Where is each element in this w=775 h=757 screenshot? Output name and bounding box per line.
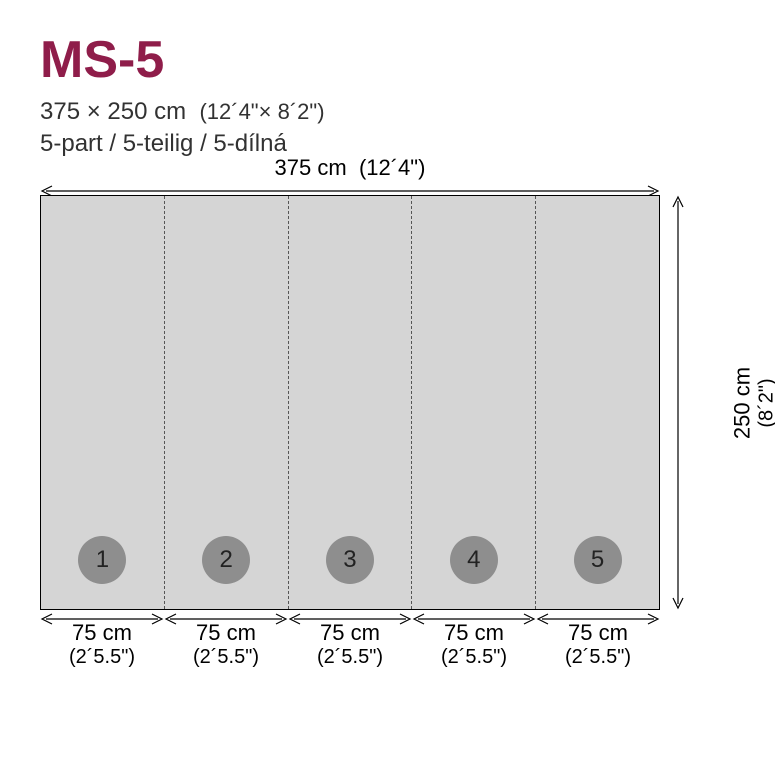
width-cm: 375 cm: [275, 155, 347, 180]
panel-grid: 1 2 3 4 5: [40, 195, 660, 610]
panel-width-cm: 75 cm: [164, 620, 288, 646]
width-dimension-label: 375 cm (12´4"): [40, 155, 660, 181]
parts-line: 5-part / 5-teilig / 5-dílná: [40, 130, 735, 158]
panel: 4: [412, 196, 536, 609]
panel: 2: [165, 196, 289, 609]
panel-width-cm: 75 cm: [288, 620, 412, 646]
diagram-area: 375 cm (12´4") 12345 250 cm (8´2"): [40, 195, 735, 715]
height-imp: (8´2"): [756, 366, 775, 438]
product-title: MS-5: [40, 30, 735, 90]
height-cm: 250 cm: [730, 366, 755, 438]
panel-width-label: 75 cm(2´5.5"): [288, 620, 412, 669]
panel: 5: [536, 196, 659, 609]
panel: 1: [41, 196, 165, 609]
panel-number-badge: 3: [326, 536, 374, 584]
panel-number-badge: 5: [574, 536, 622, 584]
dims-imperial: (12´4"× 8´2"): [199, 99, 324, 124]
panel-width-imp: (2´5.5"): [288, 646, 412, 669]
width-imp: (12´4"): [359, 155, 426, 180]
panel-width-cm: 75 cm: [412, 620, 536, 646]
panel-width-labels: 75 cm(2´5.5")75 cm(2´5.5")75 cm(2´5.5")7…: [40, 620, 660, 669]
panel-width-label: 75 cm(2´5.5"): [164, 620, 288, 669]
height-dimension-label: 250 cm (8´2"): [700, 195, 760, 610]
dimensions-line: 375 × 250 cm (12´4"× 8´2"): [40, 98, 735, 126]
height-dimension-arrow: [672, 195, 684, 610]
panel-number-badge: 2: [202, 536, 250, 584]
page-container: MS-5 375 × 250 cm (12´4"× 8´2") 5-part /…: [0, 0, 775, 757]
panel: 3: [289, 196, 413, 609]
panel-width-label: 75 cm(2´5.5"): [412, 620, 536, 669]
panel-width-cm: 75 cm: [536, 620, 660, 646]
panel-width-imp: (2´5.5"): [536, 646, 660, 669]
panel-number-badge: 1: [78, 536, 126, 584]
panel-width-imp: (2´5.5"): [412, 646, 536, 669]
panel-number-badge: 4: [450, 536, 498, 584]
dims-metric: 375 × 250 cm: [40, 98, 186, 125]
panel-width-label: 75 cm(2´5.5"): [40, 620, 164, 669]
panel-width-imp: (2´5.5"): [40, 646, 164, 669]
panel-width-label: 75 cm(2´5.5"): [536, 620, 660, 669]
panel-width-cm: 75 cm: [40, 620, 164, 646]
panel-width-imp: (2´5.5"): [164, 646, 288, 669]
